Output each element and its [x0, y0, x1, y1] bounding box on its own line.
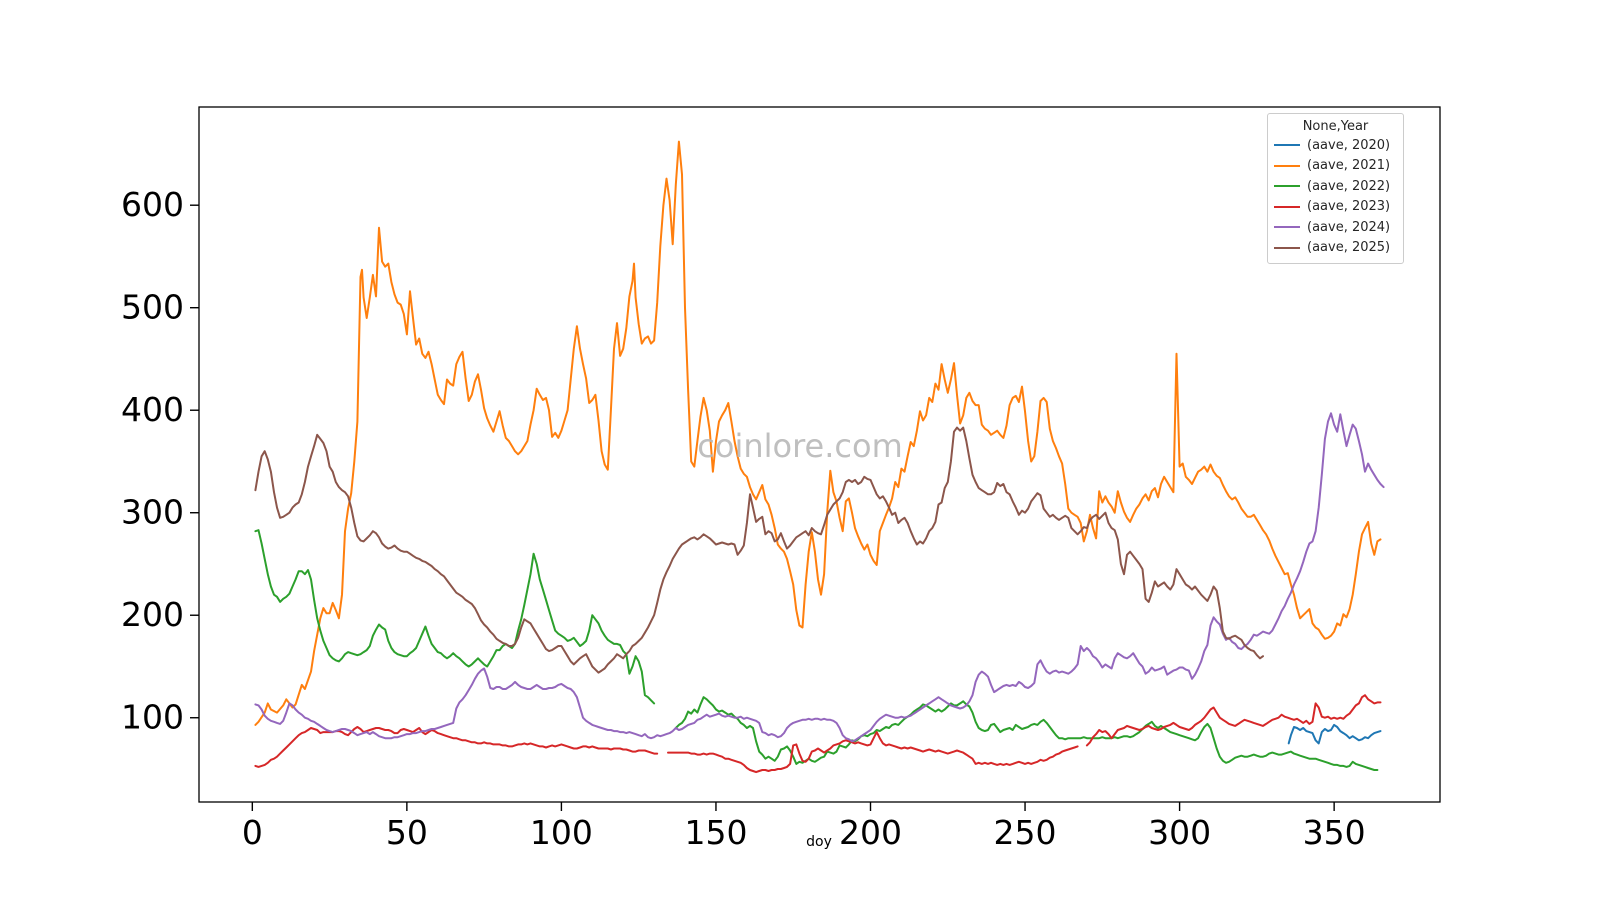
legend-item: (aave, 2020): [1274, 135, 1397, 156]
series-line-aave2023: [1085, 694, 1382, 747]
legend-item: (aave, 2025): [1274, 238, 1397, 259]
x-tick-label: 300: [1148, 813, 1211, 852]
legend-swatch: [1274, 164, 1300, 167]
y-tick-label: 400: [121, 390, 184, 429]
legend-label: (aave, 2023): [1307, 199, 1391, 215]
legend-label: (aave, 2021): [1307, 158, 1391, 174]
watermark-text: coinlore.com: [697, 427, 902, 465]
legend-item: (aave, 2024): [1274, 217, 1397, 238]
legend-label: (aave, 2025): [1307, 240, 1391, 256]
x-tick-label: 0: [242, 813, 263, 852]
x-tick-label: 200: [839, 813, 902, 852]
legend-swatch: [1274, 185, 1300, 188]
series-line-aave2022: [254, 529, 656, 705]
legend-label: (aave, 2022): [1307, 178, 1391, 194]
legend-item: (aave, 2022): [1274, 176, 1397, 197]
legend: None,Year (aave, 2020) (aave, 2021) (aave,…: [1267, 113, 1404, 264]
x-tick-label: 50: [386, 813, 428, 852]
legend-label: (aave, 2024): [1307, 219, 1391, 235]
series-line-aave2023: [667, 731, 1079, 774]
y-tick-label: 100: [121, 698, 184, 737]
y-tick-label: 600: [121, 185, 184, 224]
y-tick-label: 300: [121, 493, 184, 532]
x-tick-label: 100: [530, 813, 593, 852]
axis-ticks: 0 50 100 150 200 250 300 350 100 200 300 400 500 600: [121, 185, 1366, 852]
series-line-aave2020: [1287, 723, 1382, 745]
legend-items: (aave, 2020) (aave, 2021) (aave, 2022) (aav…: [1274, 135, 1397, 258]
legend-item: (aave, 2021): [1274, 156, 1397, 177]
legend-swatch: [1274, 205, 1300, 208]
series-line-aave2022: [674, 696, 1379, 771]
plot-series: [254, 140, 1385, 774]
plot-border: [198, 106, 1441, 803]
legend-title: None,Year: [1302, 119, 1369, 134]
legend-swatch: [1274, 226, 1300, 229]
legend-label: (aave, 2020): [1307, 137, 1391, 153]
x-tick-label: 350: [1303, 813, 1366, 852]
y-tick-label: 200: [121, 595, 184, 634]
legend-item: (aave, 2023): [1274, 197, 1397, 218]
x-tick-label: 250: [994, 813, 1057, 852]
x-tick-label: 150: [684, 813, 747, 852]
series-line-aave2023: [254, 726, 659, 768]
series-line-aave2021: [254, 140, 1382, 726]
legend-swatch: [1274, 246, 1300, 249]
series-line-aave2024: [254, 412, 1385, 743]
legend-swatch: [1274, 144, 1300, 147]
series-line-aave2025: [254, 426, 1264, 674]
x-axis-label: doy: [806, 834, 832, 850]
y-tick-label: 500: [121, 288, 184, 327]
